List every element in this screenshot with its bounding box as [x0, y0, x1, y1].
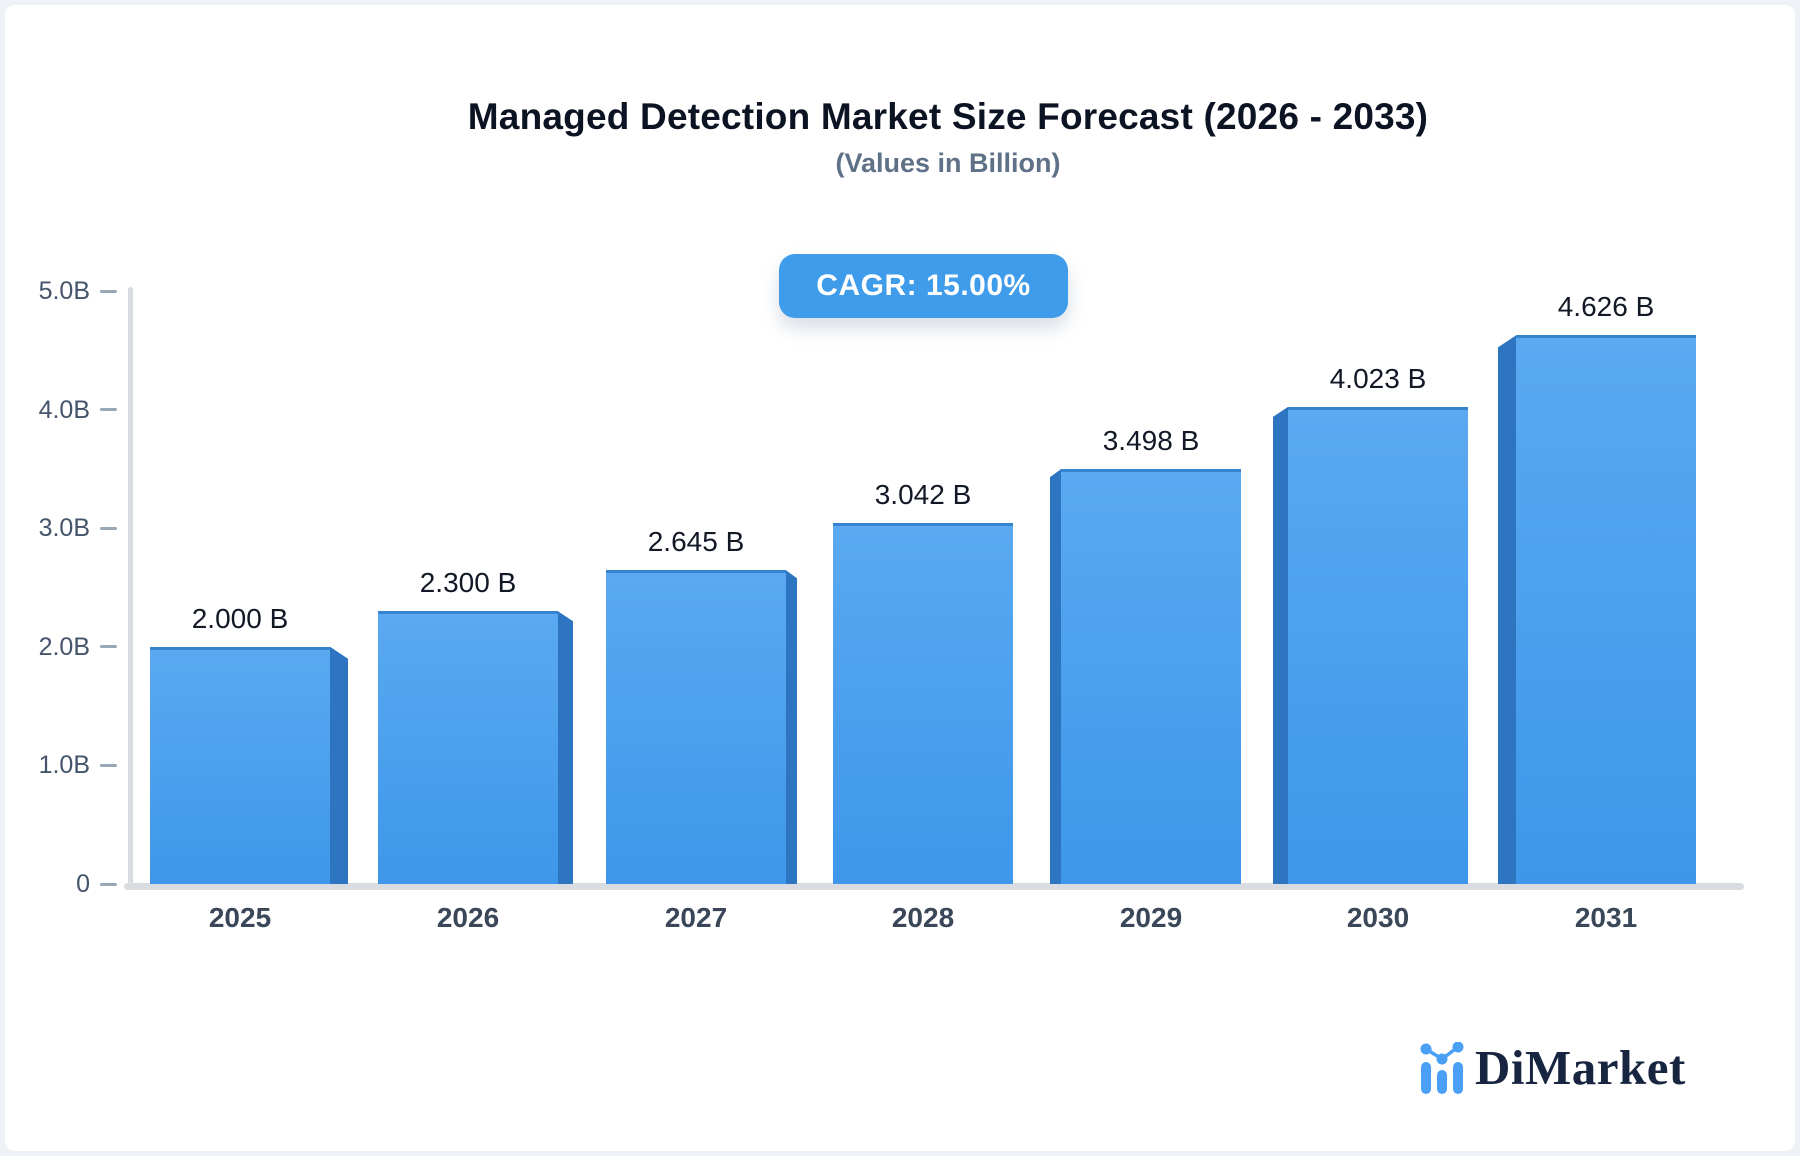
x-axis-category-label: 2028: [891, 902, 955, 933]
bar-2025: [150, 646, 330, 884]
bar-3d-side: [1050, 469, 1061, 884]
x-axis-category-label: 2031: [1574, 902, 1638, 933]
bar-3d-side: [558, 611, 573, 884]
y-axis-tick: [100, 289, 117, 293]
bar-2028: [833, 523, 1013, 884]
y-axis-tick: [100, 526, 117, 530]
bar-value-label: 2.300 B: [419, 567, 517, 599]
x-axis-category-label: 2030: [1346, 902, 1410, 933]
bar-2029: [1061, 469, 1241, 884]
bar-value-label: 2.645 B: [647, 526, 745, 558]
y-axis-tick: [100, 408, 117, 412]
bar-3d-side: [786, 570, 797, 884]
y-axis-tick: [100, 645, 117, 649]
cagr-badge: CAGR: 15.00%: [779, 254, 1068, 318]
x-axis-baseline: [124, 883, 1744, 890]
x-axis-category-label: 2029: [1119, 902, 1183, 933]
y-axis-tick: [100, 763, 117, 767]
bar-value-label: 2.000 B: [191, 602, 289, 634]
x-axis-category-label: 2026: [436, 902, 500, 933]
bar-2030: [1288, 406, 1468, 884]
bar-3d-side: [1273, 406, 1288, 884]
x-axis-category-label: 2025: [208, 902, 272, 933]
chart-subtitle: (Values in Billion): [835, 148, 1061, 178]
y-axis-tick-label: 1.0B: [38, 751, 90, 780]
y-axis-tick-label: 3.0B: [38, 514, 90, 543]
y-axis-tick-label: 2.0B: [38, 632, 90, 661]
bar-value-label: 3.042 B: [874, 479, 972, 511]
bar-2026: [378, 611, 558, 884]
bar-value-label: 3.498 B: [1102, 425, 1200, 457]
bar-2027: [606, 570, 786, 884]
bar-3d-side: [1498, 335, 1516, 884]
brand-logo: DiMarket: [1419, 1040, 1686, 1096]
bar-value-label: 4.626 B: [1557, 291, 1655, 323]
chart-title: Managed Detection Market Size Forecast (…: [467, 96, 1429, 137]
y-axis-tick-label: 4.0B: [38, 395, 90, 424]
x-axis-category-label: 2027: [664, 902, 728, 933]
dimarket-logo-text: DiMarket: [1475, 1040, 1686, 1095]
dimarket-logo-icon: [1420, 1042, 1464, 1094]
bar-value-label: 4.023 B: [1329, 362, 1427, 394]
cagr-badge-label: CAGR: 15.00%: [816, 269, 1031, 302]
bar-3d-side: [330, 646, 348, 884]
y-axis-line: [128, 287, 133, 889]
y-axis-tick-label: 5.0B: [38, 277, 90, 305]
bar-2031: [1516, 335, 1696, 884]
y-axis-tick: [100, 882, 117, 886]
y-axis-tick-label: 0: [76, 870, 90, 898]
